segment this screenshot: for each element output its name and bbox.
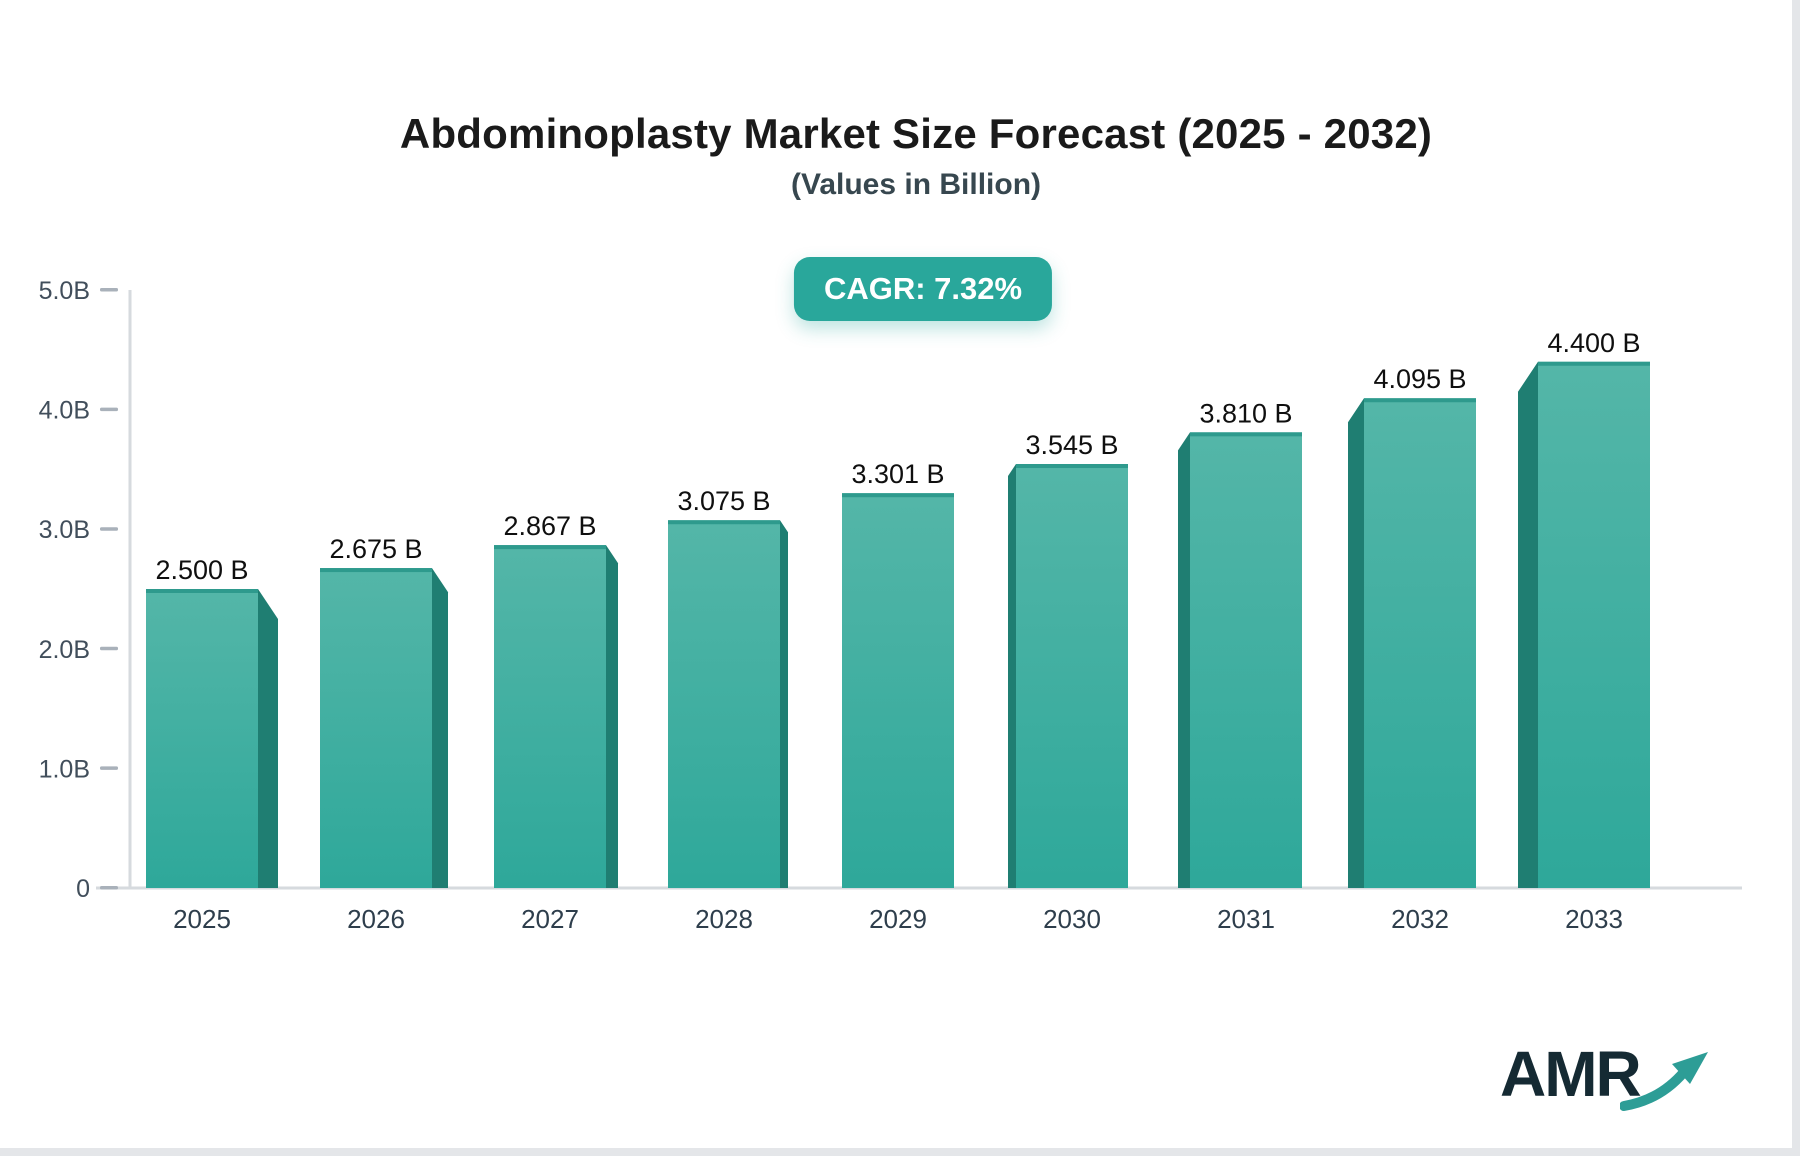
- bar-value-label-2027: 2.867 B: [503, 511, 596, 541]
- bar-front-2026: [320, 568, 432, 888]
- y-tick-label-3: 3.0B: [39, 516, 90, 544]
- y-tick-label-2: 2.0B: [39, 636, 90, 664]
- x-axis-label-2029: 2029: [869, 904, 927, 934]
- bar-value-label-2033: 4.400 B: [1547, 328, 1640, 358]
- bar-side-2028: [780, 520, 788, 888]
- y-axis-line: [128, 290, 132, 888]
- amr-logo-text: AMR: [1500, 1038, 1642, 1110]
- bar-front-2029: [842, 493, 954, 888]
- cagr-badge: CAGR: 7.32%: [793, 257, 1053, 321]
- y-tick-dash-4: [100, 407, 118, 412]
- bar-side-2030: [1008, 464, 1016, 888]
- bar-side-2032: [1348, 398, 1364, 888]
- bar-value-label-2025: 2.500 B: [155, 555, 248, 585]
- bar-value-label-2030: 3.545 B: [1025, 430, 1118, 460]
- bar-front-2033: [1538, 361, 1650, 888]
- bar-front-2028: [668, 520, 780, 888]
- amr-logo: AMR: [1500, 1030, 1710, 1114]
- x-axis-label-2033: 2033: [1565, 904, 1623, 934]
- x-axis-label-2027: 2027: [521, 904, 579, 934]
- y-tick-dash-2: [100, 646, 118, 651]
- y-tick-dash-5: [100, 288, 118, 292]
- bar-top-edge-2025: [146, 589, 258, 593]
- bar-front-2025: [146, 589, 258, 888]
- trend-arrow-icon: [1620, 1052, 1708, 1111]
- y-tick-label-0: 0: [76, 875, 90, 903]
- x-axis-label-2026: 2026: [347, 904, 405, 934]
- bar-top-edge-2029: [842, 493, 954, 498]
- bar-side-2033: [1518, 361, 1538, 888]
- y-tick-label-5: 5.0B: [39, 277, 90, 305]
- x-axis-label-2025: 2025: [173, 904, 231, 934]
- y-tick-dash-1: [100, 766, 118, 770]
- label-layer: 2.500 B 2025 2.675 B 2026 2.867 B 2027 3.075 B…: [155, 328, 1640, 934]
- y-tick-dash-0: [100, 886, 118, 890]
- bar-top-edge-2032: [1364, 398, 1476, 403]
- bar-side-2025: [258, 589, 278, 888]
- y-tick-label-4: 4.0B: [39, 397, 90, 425]
- bar-front-2031: [1190, 432, 1302, 888]
- bar-front-2027: [494, 545, 606, 888]
- bar-top-edge-2027: [494, 545, 606, 550]
- bar-side-2027: [606, 545, 618, 888]
- bar-front-2030: [1016, 464, 1128, 888]
- x-axis-label-2030: 2030: [1043, 904, 1101, 934]
- bar-side-2031: [1178, 432, 1190, 888]
- bar-top-edge-2033: [1538, 361, 1650, 366]
- y-tick-dash-3: [100, 527, 118, 531]
- x-axis-label-2031: 2031: [1217, 904, 1275, 934]
- bar-top-edge-2030: [1016, 464, 1128, 469]
- bar-value-label-2032: 4.095 B: [1373, 364, 1466, 394]
- x-axis-label-2032: 2032: [1391, 904, 1449, 934]
- bar-front-2032: [1364, 398, 1476, 888]
- bar-value-label-2029: 3.301 B: [851, 459, 944, 489]
- bar-value-label-2031: 3.810 B: [1199, 398, 1292, 428]
- bar-top-edge-2028: [668, 520, 780, 525]
- bar-top-edge-2026: [320, 568, 432, 573]
- bar-layer: [146, 361, 1650, 888]
- bar-top-edge-2031: [1190, 432, 1302, 437]
- chart-subtitle: (Values in Billion): [790, 168, 1042, 201]
- x-axis-label-2028: 2028: [695, 904, 753, 934]
- y-tick-label-1: 1.0B: [39, 755, 90, 783]
- bar-side-2026: [432, 568, 448, 888]
- chart-title: Abdominoplasty Market Size Forecast (202…: [399, 110, 1433, 157]
- bar-value-label-2028: 3.075 B: [677, 486, 770, 516]
- bar-value-label-2026: 2.675 B: [329, 534, 422, 564]
